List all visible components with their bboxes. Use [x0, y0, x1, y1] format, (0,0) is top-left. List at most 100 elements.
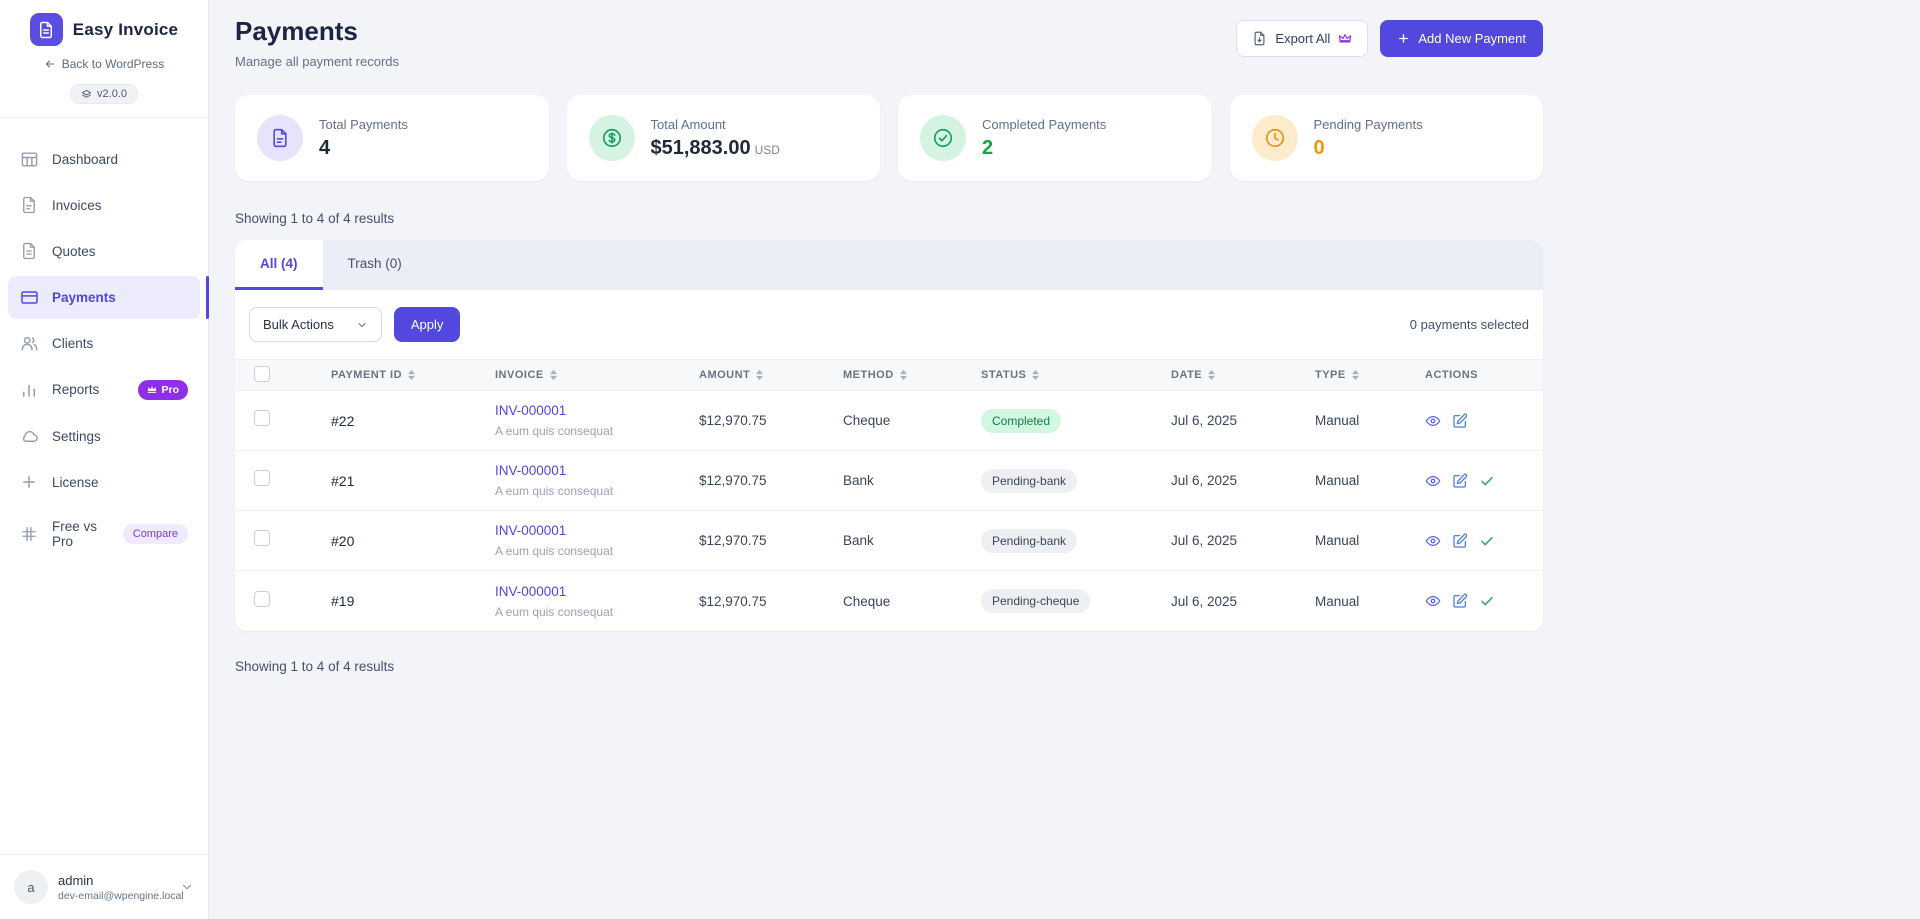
column-invoice[interactable]: Invoice: [495, 369, 699, 381]
export-all-button[interactable]: Export All: [1236, 20, 1369, 57]
results-summary-top: Showing 1 to 4 of 4 results: [235, 211, 395, 226]
type: Manual: [1315, 593, 1360, 609]
crown-icon: [1338, 33, 1352, 45]
page-subtitle: Manage all payment records: [235, 54, 400, 69]
edit-action-icon[interactable]: [1452, 593, 1468, 609]
sort-icon: [1031, 369, 1040, 381]
plus-icon: [1397, 32, 1410, 45]
pro-badge: Pro: [138, 379, 188, 400]
column-status[interactable]: Status: [981, 369, 1171, 381]
column-type[interactable]: Type: [1315, 369, 1425, 381]
status-badge: Pending-bank: [981, 468, 1078, 493]
invoice-note: A eum quis consequat: [495, 604, 614, 619]
add-new-payment-button[interactable]: Add New Payment: [1380, 20, 1543, 57]
type: Manual: [1315, 533, 1360, 548]
view-action-icon[interactable]: [1425, 593, 1441, 609]
invoice-link[interactable]: INV-000001: [495, 463, 567, 478]
payment-id: #19: [331, 593, 355, 609]
sidebar-item-free-vs-pro[interactable]: Free vs Pro Compare: [8, 507, 200, 561]
table-toolbar: Bulk Actions Apply 0 payments selected: [235, 290, 1543, 359]
sidebar-header: Easy Invoice Back to WordPress v2.0.0: [0, 0, 208, 118]
sidebar-item-clients[interactable]: Clients: [8, 322, 200, 365]
column-method[interactable]: Method: [843, 369, 981, 381]
row-checkbox[interactable]: [254, 530, 270, 546]
method: Bank: [843, 533, 874, 548]
payment-id: #20: [331, 532, 355, 549]
tabs-filler: [427, 240, 1543, 290]
bar-chart-icon: [20, 380, 39, 399]
select-all-checkbox[interactable]: [254, 365, 270, 382]
edit-action-icon[interactable]: [1452, 533, 1468, 549]
edit-action-icon[interactable]: [1452, 473, 1468, 489]
row-checkbox[interactable]: [254, 470, 270, 486]
sidebar-item-quotes[interactable]: Quotes: [8, 230, 200, 273]
sidebar: Easy Invoice Back to WordPress v2.0.0: [0, 0, 209, 919]
date: Jul 6, 2025: [1171, 473, 1238, 488]
stat-card-total-payments: Total Payments 4: [235, 95, 549, 181]
amount: $12,970.75: [699, 533, 767, 548]
status-badge: Pending-cheque: [981, 589, 1091, 613]
status-tabs: All (4) Trash (0): [235, 240, 1543, 290]
view-action-icon[interactable]: [1425, 413, 1441, 429]
compare-badge[interactable]: Compare: [122, 523, 188, 544]
sidebar-item-license[interactable]: License: [8, 461, 200, 504]
invoice-note: A eum quis consequat: [495, 484, 614, 498]
method: Cheque: [843, 413, 891, 428]
dashboard-grid-icon: [20, 150, 39, 169]
column-actions: Actions: [1425, 369, 1478, 381]
approve-check-icon[interactable]: [1479, 593, 1495, 609]
invoice-link[interactable]: INV-000001: [495, 583, 567, 599]
edit-action-icon[interactable]: [1452, 413, 1468, 429]
date: Jul 6, 2025: [1171, 593, 1238, 609]
payment-id: #21: [331, 472, 355, 489]
tab-trash[interactable]: Trash (0): [347, 256, 402, 271]
apply-button[interactable]: Apply: [393, 307, 461, 342]
column-date[interactable]: Date: [1171, 369, 1315, 381]
status-badge: Pending-bank: [981, 528, 1078, 553]
invoice-link[interactable]: INV-000001: [495, 523, 567, 538]
method: Cheque: [843, 593, 891, 609]
sort-icon: [407, 369, 416, 381]
column-payment-id[interactable]: Payment ID: [331, 369, 495, 381]
bulk-actions-select[interactable]: Bulk Actions: [249, 307, 382, 342]
invoice-file-icon: [20, 196, 39, 215]
type: Manual: [1315, 473, 1360, 488]
date: Jul 6, 2025: [1171, 413, 1238, 428]
column-amount[interactable]: Amount: [699, 369, 843, 381]
amount: $12,970.75: [699, 413, 767, 428]
approve-check-icon[interactable]: [1479, 473, 1495, 489]
hash-grid-icon: [20, 524, 39, 543]
tab-all[interactable]: All (4): [235, 240, 323, 290]
view-action-icon[interactable]: [1425, 473, 1441, 489]
row-checkbox[interactable]: [254, 410, 270, 426]
sidebar-item-reports[interactable]: Reports Pro: [8, 368, 200, 412]
table-header: Payment ID Invoice Amount Method: [235, 359, 1543, 391]
row-checkbox[interactable]: [254, 590, 270, 607]
payments-file-icon: [257, 115, 303, 161]
type: Manual: [1315, 413, 1360, 428]
amount: $12,970.75: [699, 473, 767, 488]
approve-check-icon[interactable]: [1479, 533, 1495, 549]
settings-cloud-icon: [20, 427, 39, 446]
sidebar-item-settings[interactable]: Settings: [8, 415, 200, 458]
back-to-wordpress-link[interactable]: Back to WordPress: [44, 57, 164, 71]
stat-card-completed-payments: Completed Payments 2: [898, 95, 1212, 181]
dollar-circle-icon: [588, 115, 635, 161]
sidebar-item-payments[interactable]: Payments: [8, 275, 209, 319]
stat-value: 4: [319, 136, 331, 159]
view-action-icon[interactable]: [1425, 533, 1441, 549]
invoice-link[interactable]: INV-000001: [495, 403, 567, 418]
chevron-down-icon[interactable]: [180, 880, 194, 894]
sidebar-item-dashboard[interactable]: Dashboard: [8, 138, 200, 181]
table-row: #19 INV-000001 A eum quis consequat $12,…: [235, 571, 1543, 631]
sort-icon: [549, 369, 558, 381]
page-header: Payments Manage all payment records Expo…: [235, 16, 1543, 69]
user-menu[interactable]: a admin dev-email@wpengine.local: [0, 854, 208, 919]
layers-icon: [81, 89, 92, 100]
sidebar-item-invoices[interactable]: Invoices: [8, 184, 200, 227]
export-file-icon: [1252, 31, 1267, 46]
page-title: Payments: [235, 16, 358, 46]
payments-table-card: All (4) Trash (0) Bulk Actions Apply: [235, 240, 1543, 631]
stat-value: 2: [982, 136, 994, 159]
